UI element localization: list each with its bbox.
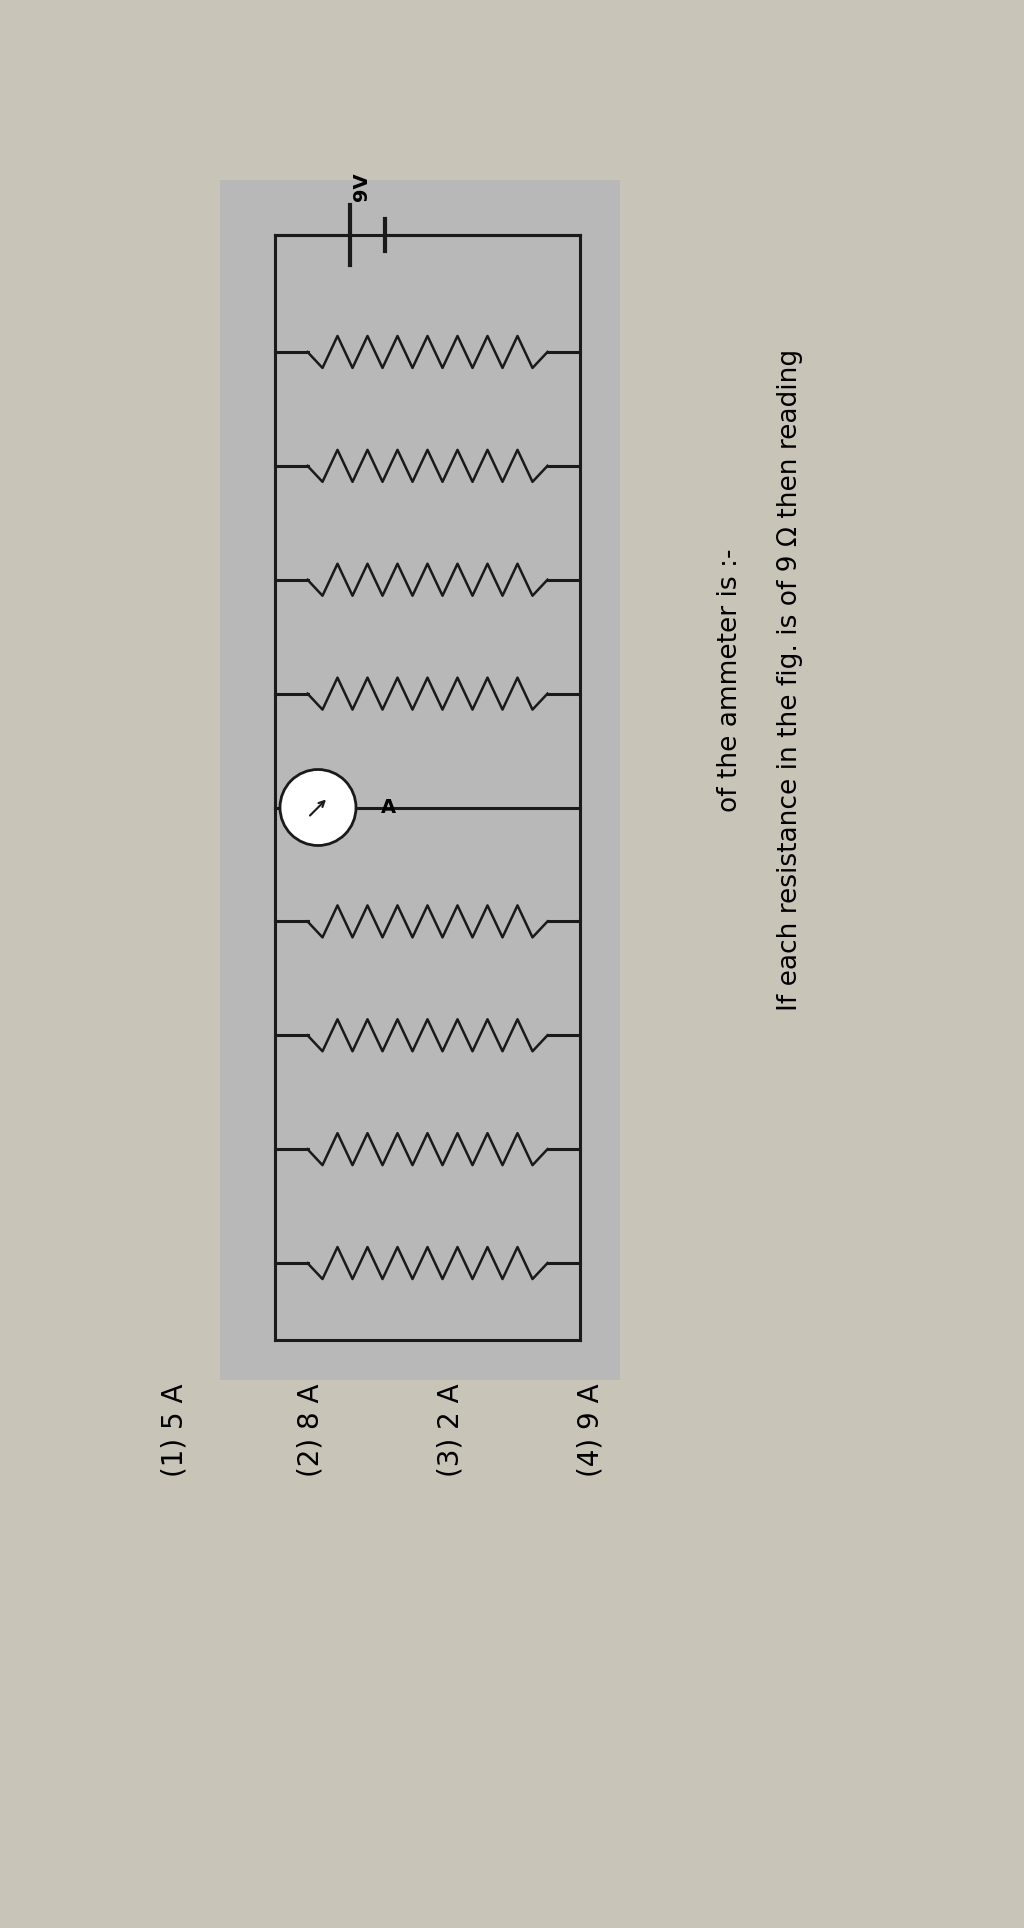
Text: (3) 2 A: (3) 2 A: [436, 1382, 464, 1477]
Text: (4) 9 A: (4) 9 A: [575, 1382, 604, 1477]
Text: If each resistance in the fig. is of 9 Ω then reading: If each resistance in the fig. is of 9 Ω…: [777, 349, 803, 1010]
Text: 9V: 9V: [352, 174, 372, 201]
Text: (2) 8 A: (2) 8 A: [296, 1382, 324, 1477]
Text: (1) 5 A: (1) 5 A: [161, 1382, 189, 1477]
Bar: [220, 179, 620, 1380]
Text: of the ammeter is :-: of the ammeter is :-: [717, 548, 743, 812]
Circle shape: [280, 769, 356, 846]
Text: A: A: [381, 798, 396, 817]
